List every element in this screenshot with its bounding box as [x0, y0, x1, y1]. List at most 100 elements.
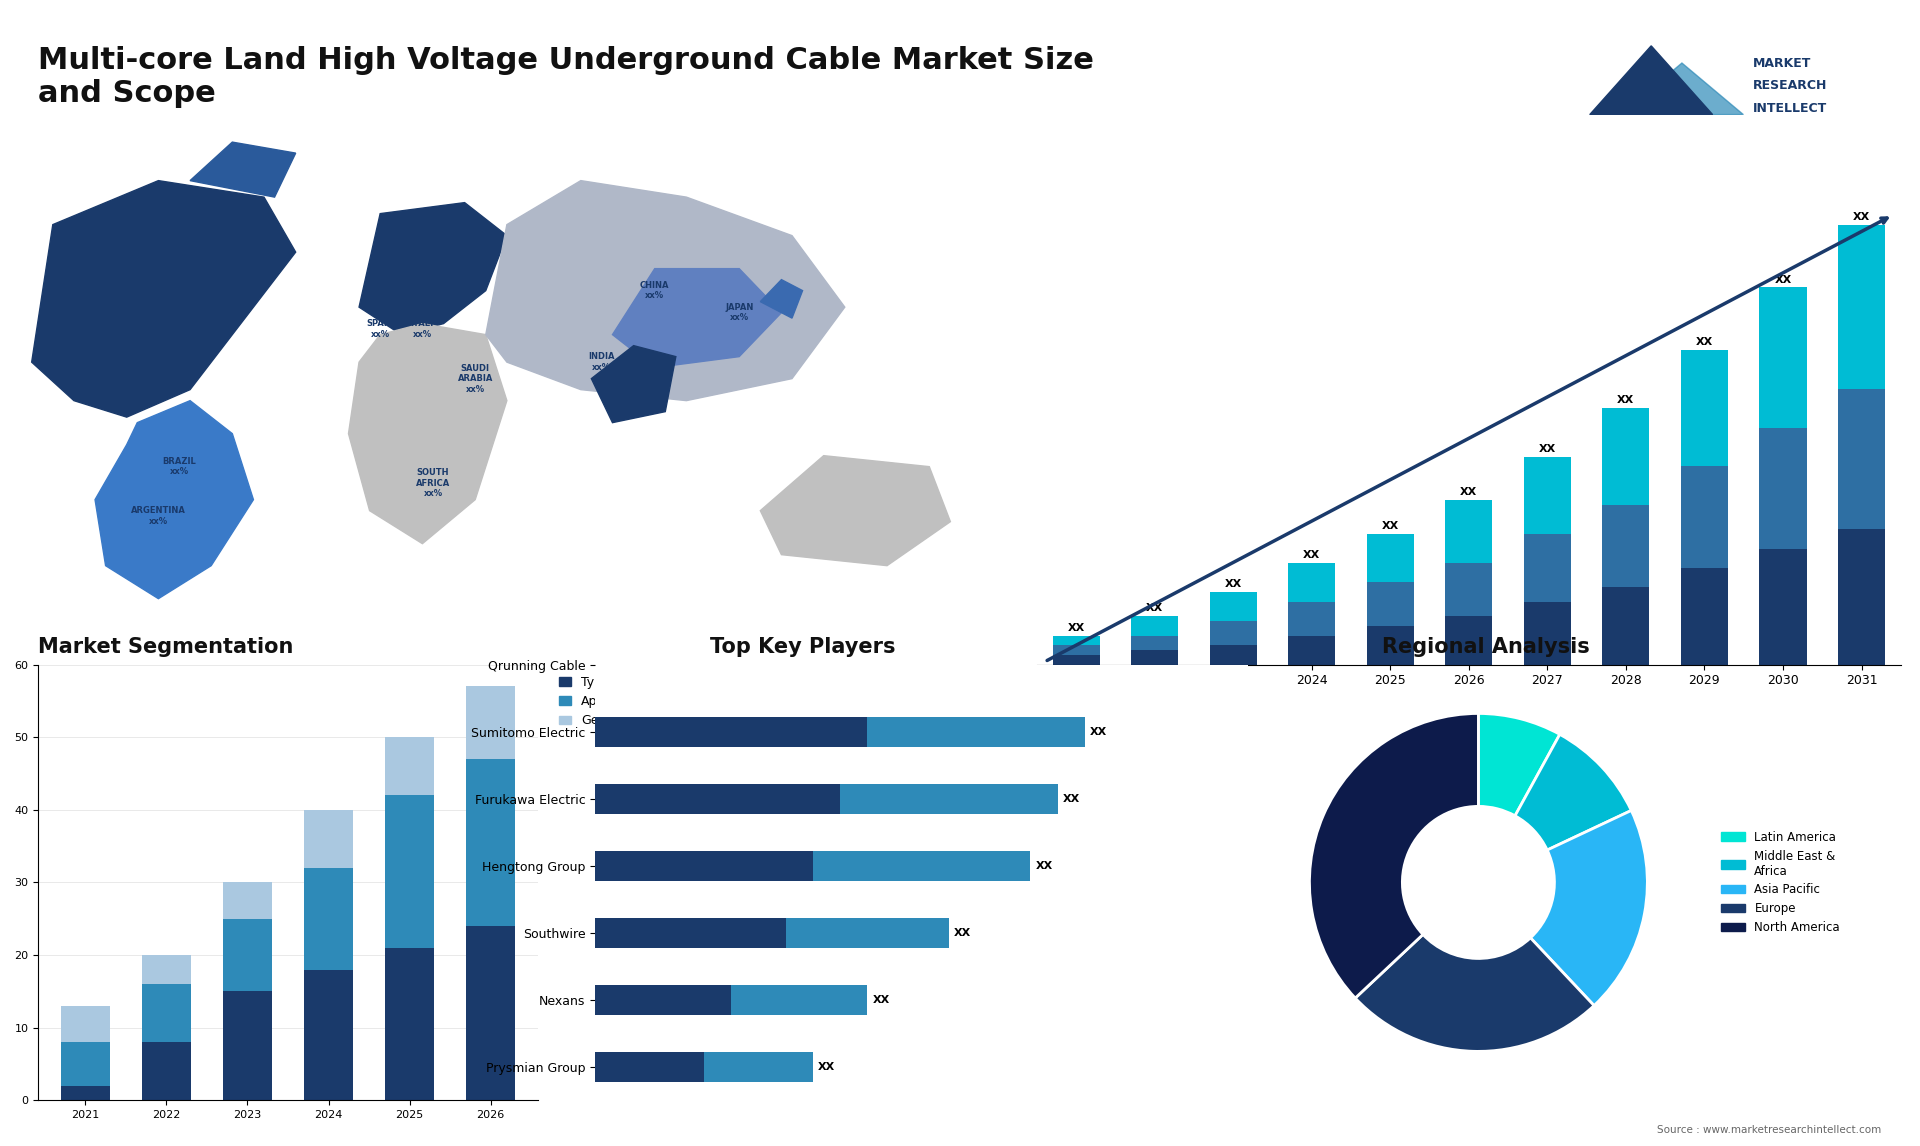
- Text: MARKET: MARKET: [1753, 56, 1811, 70]
- Bar: [1131, 636, 1179, 650]
- Text: SPAIN
xx%: SPAIN xx%: [367, 320, 394, 339]
- Text: GERMANY
xx%: GERMANY xx%: [409, 265, 457, 284]
- Text: SAUDI
ARABIA
xx%: SAUDI ARABIA xx%: [457, 363, 493, 393]
- Bar: [1288, 636, 1334, 665]
- Bar: [1524, 534, 1571, 602]
- Text: Regional Analysis: Regional Analysis: [1382, 637, 1590, 657]
- Text: XX: XX: [1068, 622, 1085, 633]
- Bar: [61, 1085, 109, 1100]
- Bar: [1837, 529, 1885, 665]
- Bar: [1288, 563, 1334, 602]
- Text: INDIA
xx%: INDIA xx%: [589, 353, 614, 371]
- Text: XX: XX: [954, 928, 972, 937]
- Text: XX: XX: [1774, 275, 1791, 284]
- Text: XX: XX: [1461, 487, 1476, 497]
- Bar: [386, 795, 434, 948]
- Polygon shape: [760, 456, 950, 566]
- Bar: [595, 918, 785, 948]
- Bar: [303, 810, 353, 868]
- Bar: [1052, 636, 1100, 645]
- Text: XX: XX: [1853, 212, 1870, 221]
- Bar: [467, 686, 515, 759]
- Bar: [1759, 288, 1807, 427]
- Bar: [1446, 617, 1492, 665]
- Text: XX: XX: [818, 1062, 835, 1072]
- Bar: [732, 984, 868, 1015]
- Bar: [1210, 621, 1258, 645]
- Bar: [1210, 645, 1258, 665]
- Bar: [1524, 457, 1571, 534]
- Polygon shape: [349, 323, 507, 543]
- Bar: [61, 1006, 109, 1042]
- Text: CANADA
xx%: CANADA xx%: [108, 259, 146, 278]
- Bar: [595, 784, 841, 814]
- Bar: [223, 991, 273, 1100]
- Bar: [1603, 408, 1649, 505]
- Polygon shape: [94, 401, 253, 598]
- Bar: [1524, 602, 1571, 665]
- Text: XX: XX: [1695, 337, 1713, 347]
- Bar: [1680, 466, 1728, 568]
- Wedge shape: [1356, 934, 1594, 1051]
- Wedge shape: [1478, 714, 1559, 816]
- Bar: [595, 1052, 705, 1082]
- Text: XX: XX: [1304, 550, 1321, 560]
- Bar: [1131, 650, 1179, 665]
- Bar: [1446, 563, 1492, 617]
- Text: XX: XX: [1538, 444, 1555, 454]
- Bar: [1603, 505, 1649, 587]
- Text: INTELLECT: INTELLECT: [1753, 102, 1826, 116]
- Bar: [785, 918, 948, 948]
- Bar: [303, 970, 353, 1100]
- Wedge shape: [1530, 810, 1647, 1005]
- Text: JAPAN
xx%: JAPAN xx%: [726, 303, 753, 322]
- Bar: [142, 955, 190, 984]
- Polygon shape: [1620, 63, 1743, 115]
- Bar: [1759, 427, 1807, 549]
- Bar: [386, 737, 434, 795]
- Text: Top Key Players: Top Key Players: [710, 637, 897, 657]
- Text: XX: XX: [1225, 579, 1242, 589]
- Bar: [142, 1042, 190, 1100]
- Bar: [1680, 568, 1728, 665]
- Bar: [61, 1042, 109, 1085]
- Bar: [1210, 592, 1258, 621]
- Bar: [1759, 549, 1807, 665]
- Text: XX: XX: [1146, 604, 1164, 613]
- Polygon shape: [1590, 46, 1713, 115]
- Bar: [1837, 225, 1885, 388]
- Bar: [595, 716, 868, 747]
- Bar: [1603, 587, 1649, 665]
- Bar: [1367, 626, 1413, 665]
- Text: MEXICO
xx%: MEXICO xx%: [98, 369, 134, 388]
- Text: Market Segmentation: Market Segmentation: [38, 637, 294, 657]
- Bar: [223, 919, 273, 991]
- Text: XX: XX: [1617, 395, 1634, 406]
- Text: Multi-core Land High Voltage Underground Cable Market Size
and Scope: Multi-core Land High Voltage Underground…: [38, 46, 1094, 109]
- Bar: [705, 1052, 812, 1082]
- Text: XX: XX: [1091, 727, 1108, 737]
- Polygon shape: [591, 346, 676, 423]
- Bar: [223, 882, 273, 919]
- Bar: [1288, 602, 1334, 636]
- Bar: [841, 784, 1058, 814]
- Text: XX: XX: [1382, 521, 1400, 532]
- Text: ITALY
xx%: ITALY xx%: [411, 320, 434, 339]
- Bar: [595, 850, 812, 881]
- Text: FRANCE
xx%: FRANCE xx%: [372, 292, 409, 312]
- Text: U.K.
xx%: U.K. xx%: [371, 265, 390, 284]
- Bar: [467, 926, 515, 1100]
- Bar: [1052, 656, 1100, 665]
- Text: XX: XX: [872, 995, 889, 1005]
- Polygon shape: [31, 181, 296, 417]
- Text: SOUTH
AFRICA
xx%: SOUTH AFRICA xx%: [417, 469, 449, 499]
- Bar: [142, 984, 190, 1042]
- Legend: Type, Application, Geography: Type, Application, Geography: [553, 670, 657, 732]
- Text: CHINA
xx%: CHINA xx%: [639, 281, 670, 300]
- Text: ARGENTINA
xx%: ARGENTINA xx%: [131, 507, 186, 526]
- Legend: Latin America, Middle East &
Africa, Asia Pacific, Europe, North America: Latin America, Middle East & Africa, Asi…: [1716, 826, 1845, 939]
- Polygon shape: [486, 181, 845, 401]
- Text: XX: XX: [1064, 794, 1081, 803]
- Polygon shape: [190, 142, 296, 197]
- Bar: [1680, 351, 1728, 466]
